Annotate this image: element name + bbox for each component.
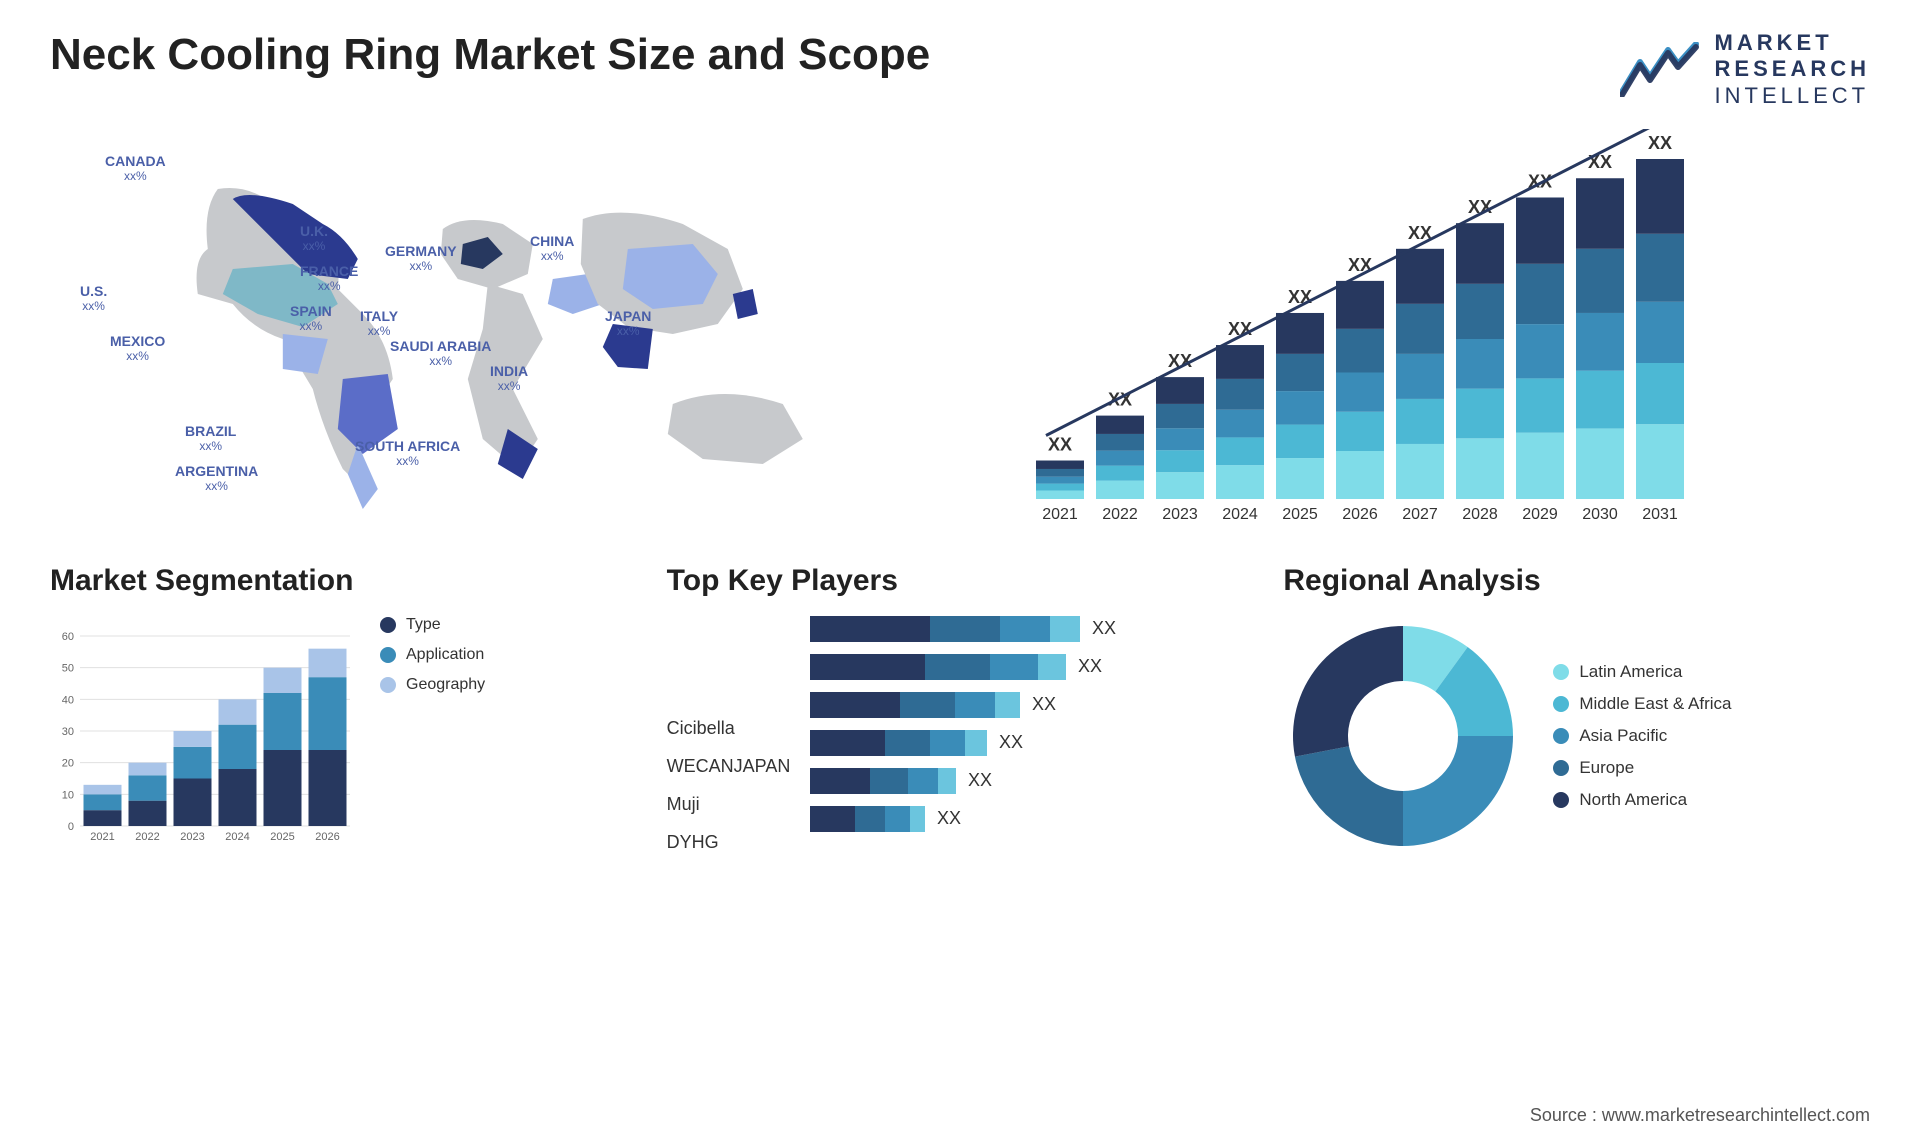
regional-donut [1283, 616, 1523, 856]
legend-item: Middle East & Africa [1553, 694, 1731, 714]
svg-text:XX: XX [999, 732, 1023, 752]
legend-swatch [380, 617, 396, 633]
map-label: SAUDI ARABIAxx% [390, 339, 491, 368]
page-title: Neck Cooling Ring Market Size and Scope [50, 30, 930, 80]
regional-panel: Regional Analysis Latin America Middle Ea… [1283, 564, 1870, 856]
legend-swatch [380, 647, 396, 663]
svg-text:2023: 2023 [1162, 506, 1198, 523]
source-text: Source : www.marketresearchintellect.com [1530, 1105, 1870, 1126]
legend-label: Geography [406, 676, 485, 694]
map-label: JAPANxx% [605, 309, 651, 338]
map-label: U.S.xx% [80, 284, 107, 313]
regional-title: Regional Analysis [1283, 564, 1870, 598]
svg-text:2022: 2022 [1102, 506, 1138, 523]
legend-swatch [1553, 664, 1569, 680]
legend-swatch [1553, 696, 1569, 712]
map-label: FRANCExx% [300, 264, 358, 293]
legend-label: Europe [1579, 758, 1634, 778]
world-map: CANADAxx% U.S.xx%MEXICOxx% BRAZILxx% ARGENT… [50, 129, 976, 529]
legend-item: Application [380, 646, 485, 664]
svg-text:2026: 2026 [1342, 506, 1378, 523]
segmentation-panel: Market Segmentation 0 10 20 30 40 50 60 2021 202… [50, 564, 637, 856]
svg-text:2021: 2021 [1042, 506, 1078, 523]
map-label: ITALYxx% [360, 309, 398, 338]
svg-text:2031: 2031 [1642, 506, 1678, 523]
players-chart: XX XX XX XX XX XX [810, 616, 1140, 856]
map-label: SPAINxx% [290, 304, 332, 333]
map-label: ARGENTINAxx% [175, 464, 258, 493]
legend-item: North America [1553, 790, 1731, 810]
player-name: WECANJAPAN [667, 756, 791, 780]
legend-label: Middle East & Africa [1579, 694, 1731, 714]
player-name: Muji [667, 794, 791, 818]
svg-text:20: 20 [62, 758, 74, 770]
svg-text:2025: 2025 [1282, 506, 1318, 523]
legend-item: Type [380, 616, 485, 634]
players-panel: Top Key Players Cicibella WECANJAPAN Muji D… [667, 564, 1254, 856]
player-name: DYHG [667, 832, 791, 856]
svg-text:XX: XX [1092, 618, 1116, 638]
brand-logo: MARKET RESEARCH INTELLECT [1620, 30, 1870, 109]
player-name: Cicibella [667, 718, 791, 742]
map-label: GERMANYxx% [385, 244, 457, 273]
map-label: INDIAxx% [490, 364, 528, 393]
map-label: U.K.xx% [300, 224, 328, 253]
legend-swatch [1553, 760, 1569, 776]
legend-item: Latin America [1553, 662, 1731, 682]
map-label: MEXICOxx% [110, 334, 165, 363]
svg-text:2025: 2025 [270, 831, 294, 843]
map-label: BRAZILxx% [185, 424, 236, 453]
svg-text:0: 0 [68, 821, 74, 833]
legend-label: Latin America [1579, 662, 1682, 682]
players-title: Top Key Players [667, 564, 1254, 598]
svg-text:XX: XX [1288, 287, 1312, 307]
svg-text:2026: 2026 [315, 831, 339, 843]
legend-item: Asia Pacific [1553, 726, 1731, 746]
logo-line2: RESEARCH [1715, 56, 1870, 82]
svg-text:XX: XX [1588, 152, 1612, 172]
legend-item: Europe [1553, 758, 1731, 778]
svg-text:30: 30 [62, 726, 74, 738]
legend-label: Type [406, 616, 441, 634]
segmentation-title: Market Segmentation [50, 564, 637, 598]
map-label: SOUTH AFRICAxx% [355, 439, 460, 468]
svg-text:2029: 2029 [1522, 506, 1558, 523]
logo-mark-icon [1620, 42, 1700, 97]
svg-text:2022: 2022 [135, 831, 159, 843]
segmentation-chart: 0 10 20 30 40 50 60 2021 2022 2023 2024 2025 2026 [50, 616, 360, 846]
logo-line1: MARKET [1715, 30, 1870, 56]
svg-text:10: 10 [62, 790, 74, 802]
map-label: CHINAxx% [530, 234, 574, 263]
regional-legend: Latin America Middle East & Africa Asia Pa… [1553, 662, 1731, 810]
svg-text:2028: 2028 [1462, 506, 1498, 523]
legend-item: Geography [380, 676, 485, 694]
logo-line3: INTELLECT [1715, 83, 1870, 108]
growth-bar-chart: XX2021XX2022XX2023XX2024XX2025XX2026XX20… [1016, 129, 1870, 534]
svg-text:2024: 2024 [225, 831, 249, 843]
legend-label: Application [406, 646, 484, 664]
legend-swatch [1553, 728, 1569, 744]
legend-label: Asia Pacific [1579, 726, 1667, 746]
svg-text:XX: XX [1048, 435, 1072, 455]
svg-text:XX: XX [937, 808, 961, 828]
svg-text:50: 50 [62, 663, 74, 675]
legend-swatch [1553, 792, 1569, 808]
legend-label: North America [1579, 790, 1687, 810]
svg-text:XX: XX [1032, 694, 1056, 714]
svg-text:60: 60 [62, 631, 74, 643]
svg-text:2023: 2023 [180, 831, 204, 843]
map-label: CANADAxx% [105, 154, 166, 183]
svg-text:XX: XX [1648, 133, 1672, 153]
svg-text:40: 40 [62, 695, 74, 707]
svg-text:2024: 2024 [1222, 506, 1258, 523]
svg-text:2021: 2021 [90, 831, 114, 843]
segmentation-legend: Type Application Geography [380, 616, 485, 846]
svg-text:XX: XX [968, 770, 992, 790]
player-names: Cicibella WECANJAPAN Muji DYHG [667, 638, 791, 856]
svg-text:XX: XX [1078, 656, 1102, 676]
legend-swatch [380, 677, 396, 693]
svg-text:2030: 2030 [1582, 506, 1618, 523]
svg-text:2027: 2027 [1402, 506, 1438, 523]
